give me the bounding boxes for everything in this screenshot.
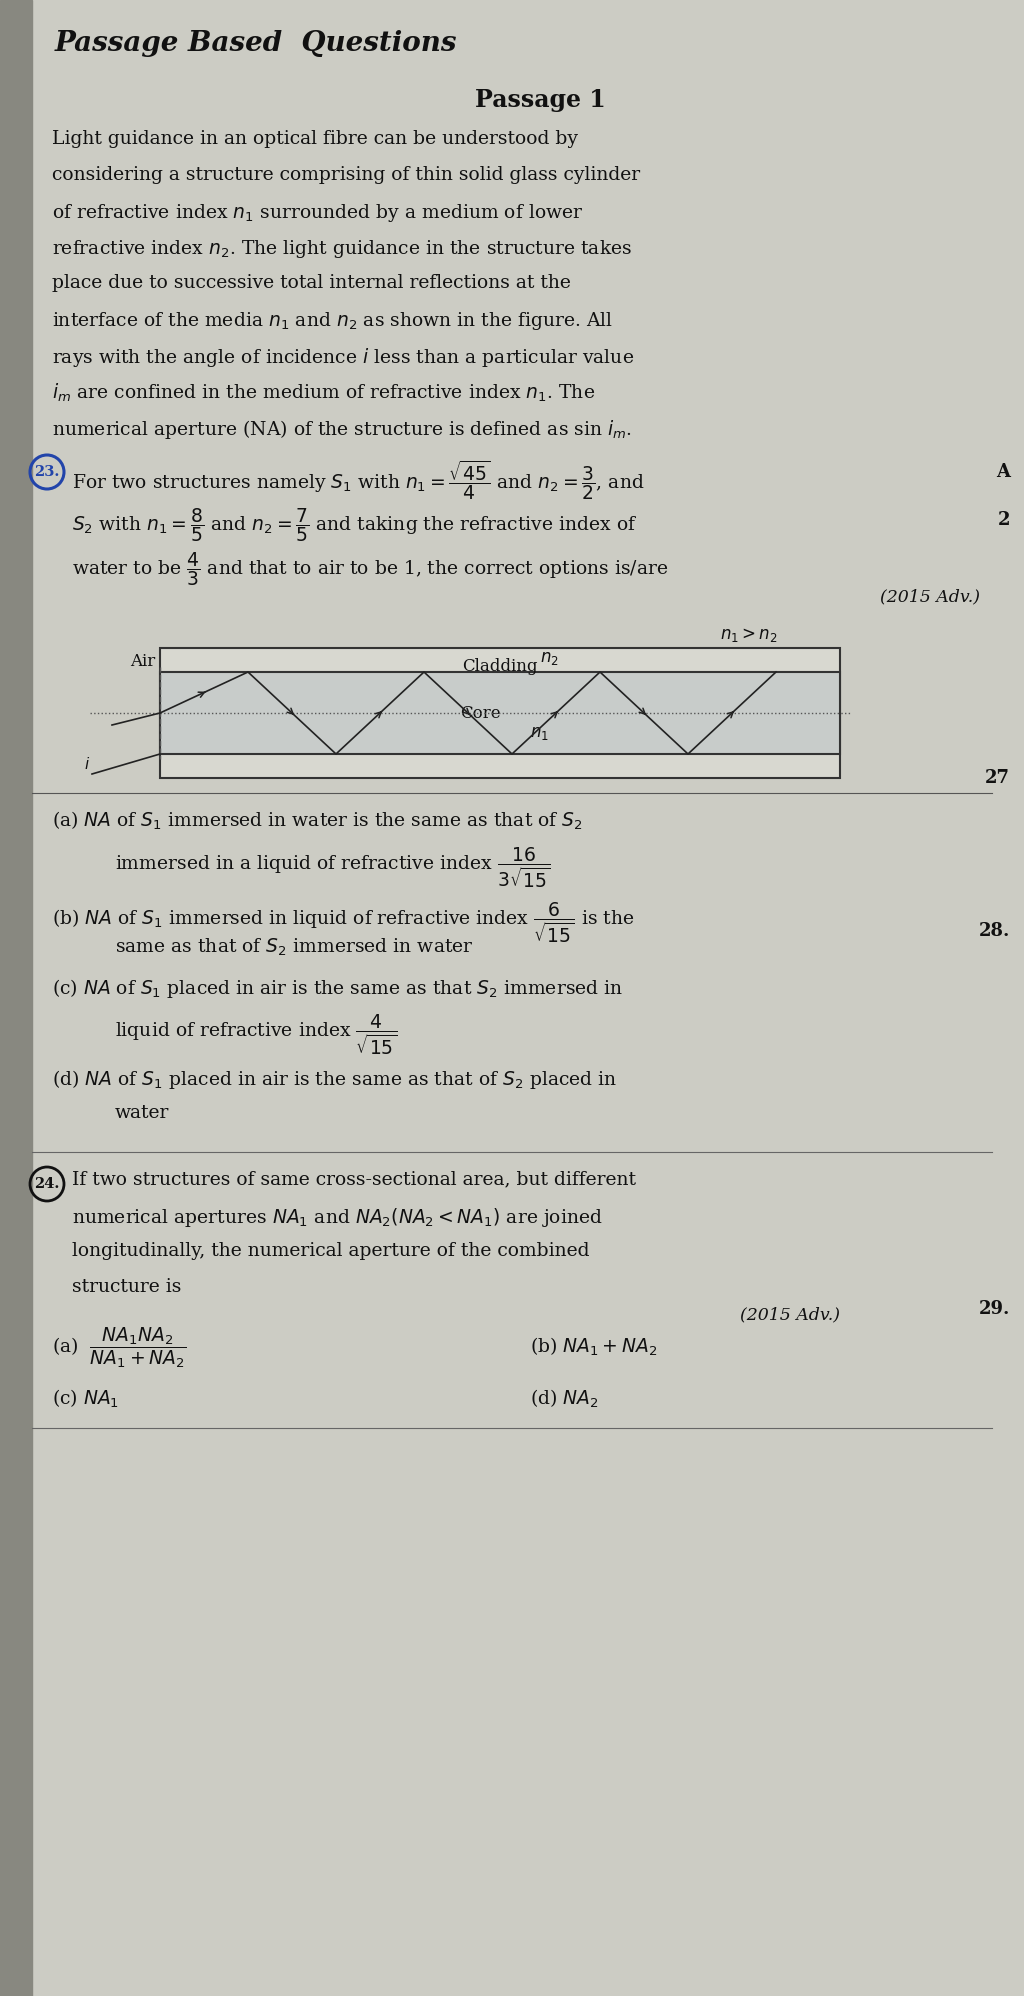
Text: 24.: 24. [35,1178,59,1192]
Text: 27: 27 [985,768,1010,786]
Text: longitudinally, the numerical aperture of the combined: longitudinally, the numerical aperture o… [72,1242,590,1259]
Text: water to be $\dfrac{4}{3}$ and that to air to be 1, the correct options is/are: water to be $\dfrac{4}{3}$ and that to a… [72,551,669,589]
Text: numerical apertures $NA_1$ and $NA_2(NA_2 < NA_1)$ are joined: numerical apertures $NA_1$ and $NA_2(NA_… [72,1206,603,1230]
Text: $n_1$: $n_1$ [530,725,549,741]
Text: water: water [115,1104,169,1122]
Text: $\theta$: $\theta$ [182,681,194,697]
Text: A: A [996,463,1010,481]
Text: Light guidance in an optical fibre can be understood by: Light guidance in an optical fibre can b… [52,130,578,148]
Text: (2015 Adv.): (2015 Adv.) [880,589,980,605]
Text: $n_2$: $n_2$ [540,651,559,667]
Text: of refractive index $n_1$ surrounded by a medium of lower: of refractive index $n_1$ surrounded by … [52,202,584,224]
Text: (c) $NA_1$: (c) $NA_1$ [52,1387,119,1411]
Text: liquid of refractive index $\dfrac{4}{\sqrt{15}}$: liquid of refractive index $\dfrac{4}{\s… [115,1014,397,1058]
Text: Core: Core [460,705,501,721]
Text: 23.: 23. [35,465,59,479]
Text: rays with the angle of incidence $i$ less than a particular value: rays with the angle of incidence $i$ les… [52,345,634,369]
Text: $n_1>n_2$: $n_1>n_2$ [720,627,777,645]
Text: For two structures namely $S_1$ with $n_1 = \dfrac{\sqrt{45}}{4}$ and $n_2 = \df: For two structures namely $S_1$ with $n_… [72,457,644,501]
Text: interface of the media $n_1$ and $n_2$ as shown in the figure. All: interface of the media $n_1$ and $n_2$ a… [52,309,613,331]
Text: (2015 Adv.): (2015 Adv.) [740,1305,840,1323]
Text: (d) $NA$ of $S_1$ placed in air is the same as that of $S_2$ placed in: (d) $NA$ of $S_1$ placed in air is the s… [52,1068,617,1092]
Text: numerical aperture (NA) of the structure is defined as sin $i_m$.: numerical aperture (NA) of the structure… [52,417,632,441]
Text: $i_m$ are confined in the medium of refractive index $n_1$. The: $i_m$ are confined in the medium of refr… [52,381,595,405]
Text: Air: Air [130,653,155,671]
Bar [160,673,840,754]
Text: 2: 2 [997,511,1010,529]
Text: 29.: 29. [979,1299,1010,1317]
Bar [0,0,32,1996]
Text: (c) $NA$ of $S_1$ placed in air is the same as that $S_2$ immersed in: (c) $NA$ of $S_1$ placed in air is the s… [52,976,624,1000]
Text: same as that of $S_2$ immersed in water: same as that of $S_2$ immersed in water [115,936,474,958]
Text: (b) $NA$ of $S_1$ immersed in liquid of refractive index $\dfrac{6}{\sqrt{15}}$ : (b) $NA$ of $S_1$ immersed in liquid of … [52,900,635,944]
Text: If two structures of same cross-sectional area, but different: If two structures of same cross-sectiona… [72,1170,636,1188]
Text: immersed in a liquid of refractive index $\dfrac{16}{3\sqrt{15}}$: immersed in a liquid of refractive index… [115,846,551,890]
Text: 28.: 28. [979,922,1010,940]
Text: (b) $NA_1 + NA_2$: (b) $NA_1 + NA_2$ [530,1335,657,1359]
Text: Passage Based  Questions: Passage Based Questions [55,30,458,58]
Text: (a)  $\dfrac{NA_1 NA_2}{NA_1 + NA_2}$: (a) $\dfrac{NA_1 NA_2}{NA_1 + NA_2}$ [52,1325,186,1371]
Text: $i$: $i$ [84,756,90,772]
Text: place due to successive total internal reflections at the: place due to successive total internal r… [52,273,570,291]
Bar [160,649,840,778]
Text: refractive index $n_2$. The light guidance in the structure takes: refractive index $n_2$. The light guidan… [52,238,632,259]
Text: $S_2$ with $n_1 = \dfrac{8}{5}$ and $n_2 = \dfrac{7}{5}$ and taking the refracti: $S_2$ with $n_1 = \dfrac{8}{5}$ and $n_2… [72,507,638,543]
Text: Passage 1: Passage 1 [475,88,605,112]
Text: (a) $NA$ of $S_1$ immersed in water is the same as that of $S_2$: (a) $NA$ of $S_1$ immersed in water is t… [52,810,583,832]
Text: structure is: structure is [72,1277,181,1295]
Text: considering a structure comprising of thin solid glass cylinder: considering a structure comprising of th… [52,166,640,184]
Text: (d) $NA_2$: (d) $NA_2$ [530,1387,599,1411]
Text: Cladding: Cladding [462,659,538,675]
